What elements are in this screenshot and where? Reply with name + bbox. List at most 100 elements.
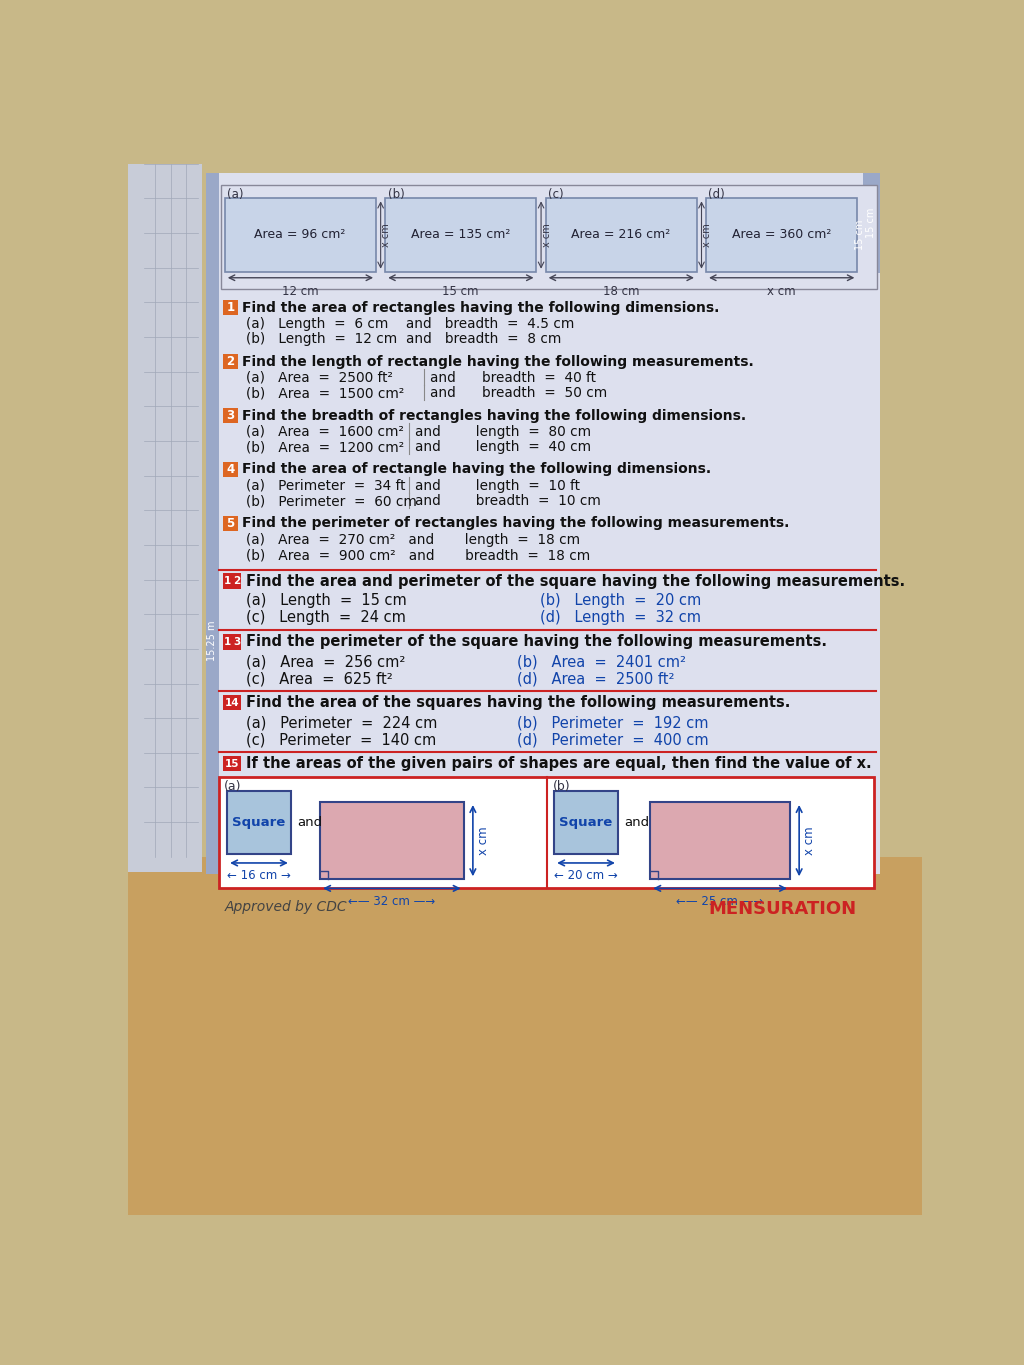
Text: x cm: x cm — [542, 222, 552, 247]
Bar — [225, 198, 376, 272]
Bar — [222, 516, 238, 531]
Text: (b)   Perimeter  =  192 cm: (b) Perimeter = 192 cm — [517, 715, 709, 730]
Text: Find the perimeter of rectangles having the following measurements.: Find the perimeter of rectangles having … — [242, 516, 790, 531]
Text: (b): (b) — [388, 188, 404, 202]
Text: and      breadth  =  40 ft: and breadth = 40 ft — [430, 371, 596, 385]
Text: 2: 2 — [226, 355, 234, 369]
Text: x cm: x cm — [767, 285, 796, 299]
Text: (c)   Length  =  24 cm: (c) Length = 24 cm — [246, 610, 406, 625]
Bar — [227, 790, 291, 853]
Text: (b)   Area  =  1200 cm²: (b) Area = 1200 cm² — [246, 441, 403, 455]
Text: 15 cm: 15 cm — [442, 285, 479, 299]
Bar — [231, 635, 241, 650]
Bar — [206, 173, 880, 874]
Text: (a)   Area  =  256 cm²: (a) Area = 256 cm² — [246, 654, 406, 669]
Text: 3: 3 — [226, 410, 234, 422]
Text: and      breadth  =  50 cm: and breadth = 50 cm — [430, 386, 607, 400]
Bar — [707, 198, 857, 272]
Bar — [206, 173, 219, 874]
Bar — [222, 573, 231, 588]
Bar — [222, 756, 241, 771]
Text: (a)   Area  =  270 cm²   and       length  =  18 cm: (a) Area = 270 cm² and length = 18 cm — [246, 532, 580, 546]
Text: (b)   Area  =  2401 cm²: (b) Area = 2401 cm² — [517, 654, 686, 669]
Text: (a)   Area  =  1600 cm²: (a) Area = 1600 cm² — [246, 425, 403, 438]
Bar — [222, 695, 241, 711]
Text: Find the area of rectangles having the following dimensions.: Find the area of rectangles having the f… — [242, 300, 719, 315]
Text: (d): (d) — [709, 188, 725, 202]
Text: Find the area of the squares having the following measurements.: Find the area of the squares having the … — [246, 695, 791, 710]
Text: (d)   Perimeter  =  400 cm: (d) Perimeter = 400 cm — [517, 732, 709, 747]
Text: Area = 360 cm²: Area = 360 cm² — [731, 228, 831, 242]
Text: (a): (a) — [224, 779, 242, 793]
Bar — [222, 354, 238, 370]
Text: (a)   Perimeter  =  34 ft: (a) Perimeter = 34 ft — [246, 479, 406, 493]
Text: x cm: x cm — [477, 826, 489, 854]
Bar — [222, 408, 238, 423]
Text: (a)   Perimeter  =  224 cm: (a) Perimeter = 224 cm — [246, 715, 437, 730]
Text: Find the length of rectangle having the following measurements.: Find the length of rectangle having the … — [242, 355, 754, 369]
Text: Square: Square — [559, 816, 612, 829]
Bar — [321, 803, 464, 879]
Text: (d)   Length  =  32 cm: (d) Length = 32 cm — [541, 610, 701, 625]
Text: (b)   Length  =  12 cm  and   breadth  =  8 cm: (b) Length = 12 cm and breadth = 8 cm — [246, 333, 561, 347]
Text: 18 cm: 18 cm — [603, 285, 639, 299]
Text: (c)   Perimeter  =  140 cm: (c) Perimeter = 140 cm — [246, 732, 436, 747]
Text: 4: 4 — [226, 463, 234, 476]
Text: 15: 15 — [224, 759, 239, 768]
Bar — [222, 635, 231, 650]
Text: Find the breadth of rectangles having the following dimensions.: Find the breadth of rectangles having th… — [242, 408, 746, 423]
Text: x cm: x cm — [381, 222, 391, 247]
Text: (a)   Length  =  6 cm    and   breadth  =  4.5 cm: (a) Length = 6 cm and breadth = 4.5 cm — [246, 317, 574, 332]
Text: ← 16 cm →: ← 16 cm → — [227, 870, 291, 882]
Text: 14: 14 — [224, 698, 240, 708]
Bar — [222, 300, 238, 315]
Text: 5: 5 — [226, 517, 234, 530]
Text: (c)   Area  =  625 ft²: (c) Area = 625 ft² — [246, 672, 392, 687]
Text: 2: 2 — [232, 576, 240, 586]
Text: ←— 25 cm —→: ←— 25 cm —→ — [677, 894, 764, 908]
Text: 1: 1 — [223, 637, 230, 647]
Text: 1: 1 — [226, 302, 234, 314]
Text: x cm: x cm — [702, 222, 713, 247]
Text: 15.25 m: 15.25 m — [208, 621, 217, 662]
Bar — [219, 777, 874, 889]
Text: (b)   Area  =  900 cm²   and       breadth  =  18 cm: (b) Area = 900 cm² and breadth = 18 cm — [246, 547, 590, 562]
Text: 15 cm: 15 cm — [866, 207, 877, 239]
Text: MENSURATION: MENSURATION — [709, 900, 856, 917]
Bar — [650, 803, 790, 879]
Text: 1: 1 — [223, 576, 230, 586]
Text: (d)   Area  =  2500 ft²: (d) Area = 2500 ft² — [517, 672, 675, 687]
Text: Find the area of rectangle having the following dimensions.: Find the area of rectangle having the fo… — [242, 463, 711, 476]
Text: (a)   Area  =  2500 ft²: (a) Area = 2500 ft² — [246, 371, 392, 385]
Text: 12 cm: 12 cm — [282, 285, 318, 299]
Bar — [222, 461, 238, 478]
Bar — [128, 164, 202, 872]
Text: (b)   Length  =  20 cm: (b) Length = 20 cm — [541, 594, 701, 609]
Text: (a)   Length  =  15 cm: (a) Length = 15 cm — [246, 594, 407, 609]
Text: and        length  =  80 cm: and length = 80 cm — [415, 425, 591, 438]
Text: (a): (a) — [227, 188, 244, 202]
Text: (b): (b) — [553, 779, 570, 793]
Text: Approved by CDC: Approved by CDC — [225, 900, 347, 915]
Text: ←— 32 cm —→: ←— 32 cm —→ — [348, 894, 435, 908]
Text: and        length  =  10 ft: and length = 10 ft — [415, 479, 580, 493]
Text: 3: 3 — [232, 637, 240, 647]
Bar — [862, 173, 880, 273]
Bar — [231, 573, 241, 588]
Text: Area = 216 cm²: Area = 216 cm² — [571, 228, 671, 242]
Bar — [128, 857, 922, 1215]
Text: Area = 96 cm²: Area = 96 cm² — [254, 228, 346, 242]
Text: 15 cm: 15 cm — [855, 220, 865, 250]
Text: Area = 135 cm²: Area = 135 cm² — [411, 228, 510, 242]
Text: (c): (c) — [548, 188, 563, 202]
Text: and: and — [624, 816, 649, 829]
Text: (b)   Perimeter  =  60 cm: (b) Perimeter = 60 cm — [246, 494, 417, 508]
Text: and: and — [297, 816, 323, 829]
Bar — [554, 790, 617, 853]
Text: (b)   Area  =  1500 cm²: (b) Area = 1500 cm² — [246, 386, 404, 400]
Text: Find the area and perimeter of the square having the following measurements.: Find the area and perimeter of the squar… — [246, 573, 905, 588]
Bar — [221, 184, 877, 288]
Text: If the areas of the given pairs of shapes are equal, then find the value of x.: If the areas of the given pairs of shape… — [246, 756, 871, 771]
Bar — [385, 198, 537, 272]
Bar — [546, 198, 697, 272]
